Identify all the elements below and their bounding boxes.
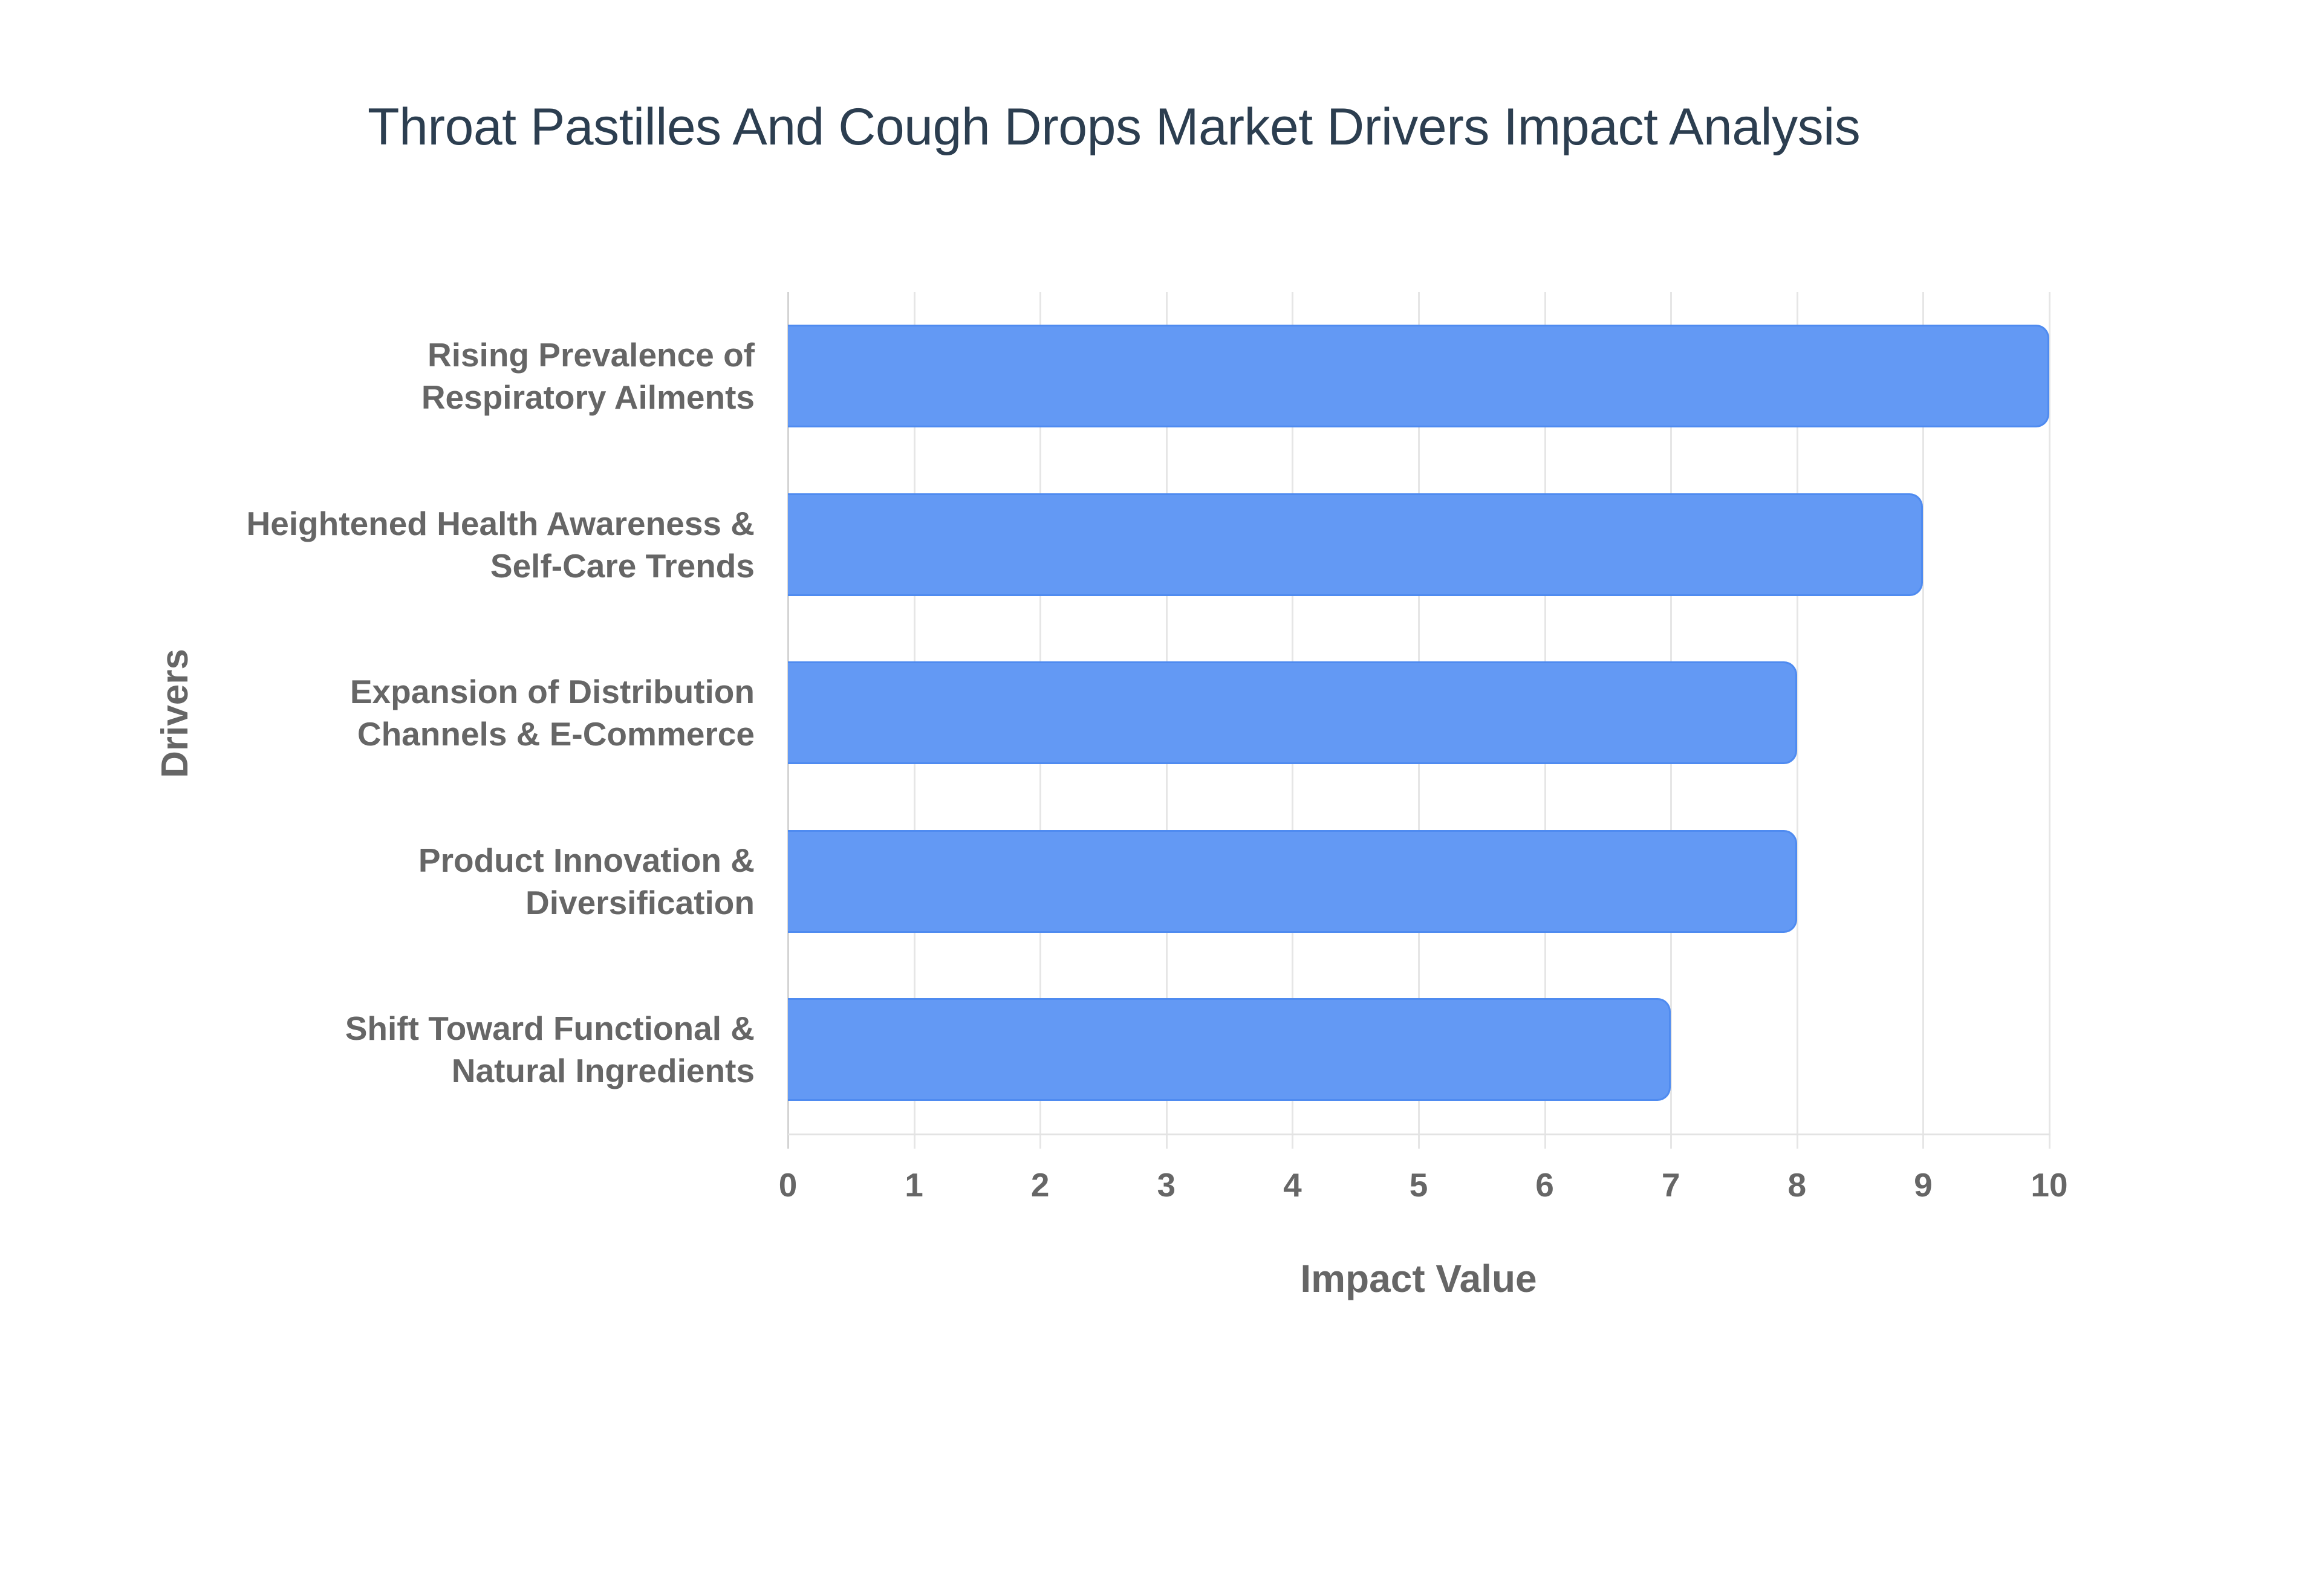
bar-health-awareness[interactable]	[788, 493, 1924, 596]
x-tick-label: 0	[778, 1166, 798, 1204]
x-tick-label: 9	[1914, 1166, 1933, 1204]
y-tick-label: Product Innovation & Diversification	[418, 842, 755, 921]
plot-area	[787, 292, 2050, 1149]
gridline-8	[1796, 292, 1798, 1149]
gridline-9	[1922, 292, 1925, 1149]
x-tick-label: 10	[2031, 1166, 2068, 1204]
bar-natural-ingredients[interactable]	[788, 998, 1671, 1101]
x-tick-label: 3	[1157, 1166, 1176, 1204]
x-tick-label: 1	[905, 1166, 923, 1204]
y-tick-label: Rising Prevalence of Respiratory Ailment…	[421, 336, 755, 416]
bar-product-innovation[interactable]	[788, 830, 1797, 933]
bar-rising-prevalence[interactable]	[788, 325, 2049, 427]
x-tick-label: 2	[1030, 1166, 1050, 1204]
chart-title: Throat Pastilles And Cough Drops Market …	[368, 98, 1861, 156]
gridline-10	[2049, 292, 2050, 1149]
y-tick-label: Heightened Health Awareness & Self-Care …	[246, 505, 755, 585]
x-axis-line	[788, 1134, 2050, 1135]
x-tick-label: 6	[1535, 1166, 1554, 1204]
x-tick-label: 4	[1283, 1166, 1302, 1204]
x-axis-title: Impact Value	[1300, 1257, 1537, 1300]
bar-distribution-channels[interactable]	[788, 661, 1797, 764]
x-tick-label: 5	[1409, 1166, 1428, 1204]
x-tick-label: 8	[1787, 1166, 1807, 1204]
x-tick-label: 7	[1661, 1166, 1680, 1204]
y-tick-label: Shift Toward Functional & Natural Ingred…	[345, 1010, 755, 1089]
y-tick-label: Expansion of Distribution Channels & E-C…	[350, 673, 755, 753]
